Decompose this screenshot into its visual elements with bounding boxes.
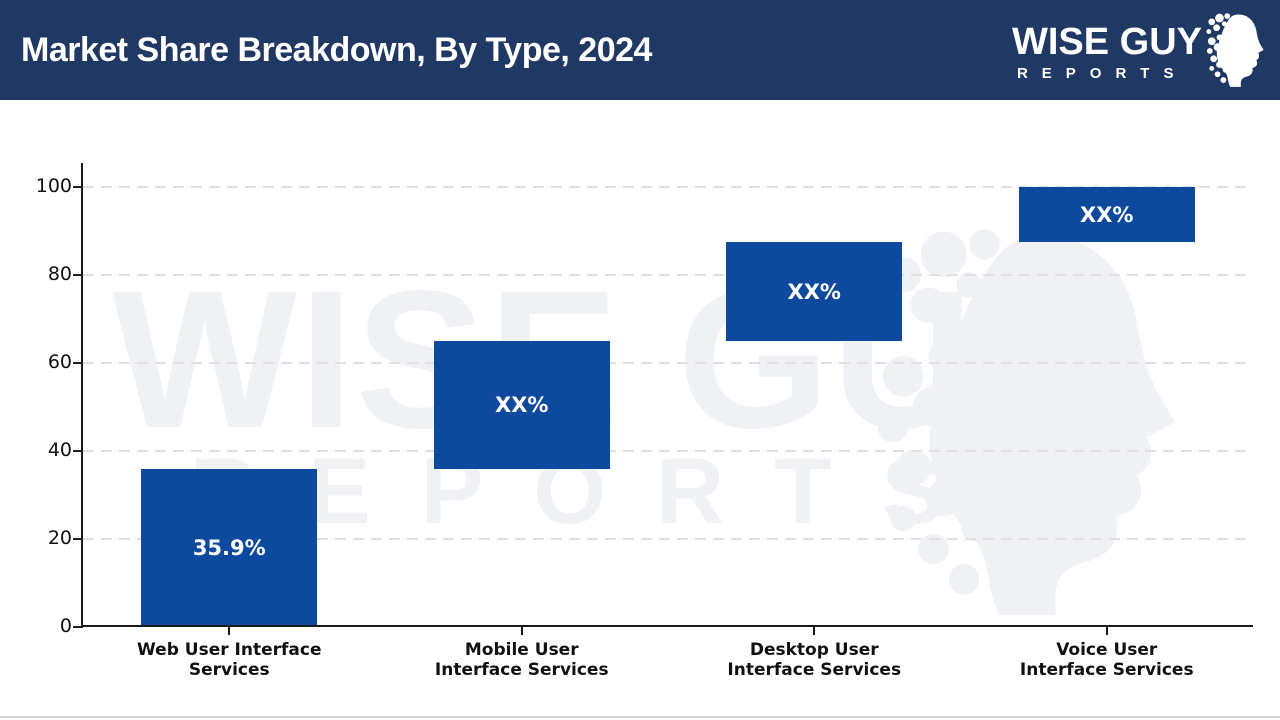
bar-3: XX%: [726, 242, 903, 341]
logo: WISE GUY REPORTS: [1012, 8, 1266, 92]
bar-value-label-4: XX%: [1080, 202, 1134, 227]
bar-2: XX%: [433, 341, 610, 470]
y-tick-mark-80: [73, 274, 83, 276]
bar-value-label-1: 35.9%: [192, 536, 266, 560]
x-tick-mark-3: [813, 627, 816, 635]
page-title: Market Share Breakdown, By Type, 2024: [21, 30, 652, 69]
y-tick-mark-60: [73, 362, 83, 364]
y-tick-mark-100: [73, 186, 83, 188]
y-tick-mark-20: [73, 538, 83, 540]
bar-value-label-3: XX%: [787, 279, 841, 304]
logo-wordmark: WISE GUY: [1011, 21, 1202, 63]
x-category-label-line: Mobile User: [464, 640, 579, 660]
x-category-label-4: Voice User Interface Services: [957, 640, 1257, 680]
x-category-label-3: Desktop User Interface Services: [664, 640, 964, 680]
bar-value-label-2: XX%: [495, 393, 549, 418]
gridline-40: [83, 450, 1253, 452]
y-tick-label-20: 20: [47, 527, 72, 549]
x-tick-mark-1: [228, 627, 231, 635]
x-category-label-2: Mobile User Interface Services: [372, 640, 672, 680]
x-category-label-line: Services: [188, 660, 270, 680]
logo-text-block: WISE GUY REPORTS: [1012, 22, 1202, 82]
x-category-label-1: Web User Interface Services: [79, 640, 379, 680]
gridline-100: [83, 186, 1253, 188]
y-axis-spine: [81, 163, 83, 627]
x-tick-mark-4: [1105, 627, 1108, 635]
y-tick-label-60: 60: [47, 351, 72, 373]
y-tick-label-100: 100: [35, 175, 72, 197]
bar-4: XX%: [1018, 187, 1195, 242]
x-category-label-line: Interface Services: [727, 660, 902, 680]
y-tick-mark-40: [73, 450, 83, 452]
x-tick-mark-2: [520, 627, 523, 635]
gridline-60: [83, 362, 1253, 364]
logo-face-icon: [1204, 8, 1266, 92]
x-category-label-line: Desktop User: [749, 640, 879, 660]
x-axis-spine: [81, 625, 1253, 627]
x-category-label-line: Web User Interface: [137, 640, 322, 660]
watermark-face-icon: [860, 224, 1190, 620]
header: Market Share Breakdown, By Type, 2024 WI…: [0, 0, 1280, 100]
gridline-80: [83, 274, 1253, 276]
x-category-label-line: Interface Services: [434, 660, 609, 680]
y-tick-label-0: 0: [59, 615, 72, 637]
bar-1: 35.9%: [141, 469, 318, 627]
y-tick-label-40: 40: [47, 439, 72, 461]
y-tick-label-80: 80: [47, 263, 72, 285]
gridline-20: [83, 538, 1253, 540]
logo-reports-label: REPORTS: [1016, 65, 1188, 82]
x-category-label-line: Interface Services: [1019, 660, 1194, 680]
x-category-label-line: Voice User: [1056, 640, 1158, 660]
bottom-divider: [0, 716, 1280, 718]
y-tick-mark-0: [73, 626, 83, 628]
